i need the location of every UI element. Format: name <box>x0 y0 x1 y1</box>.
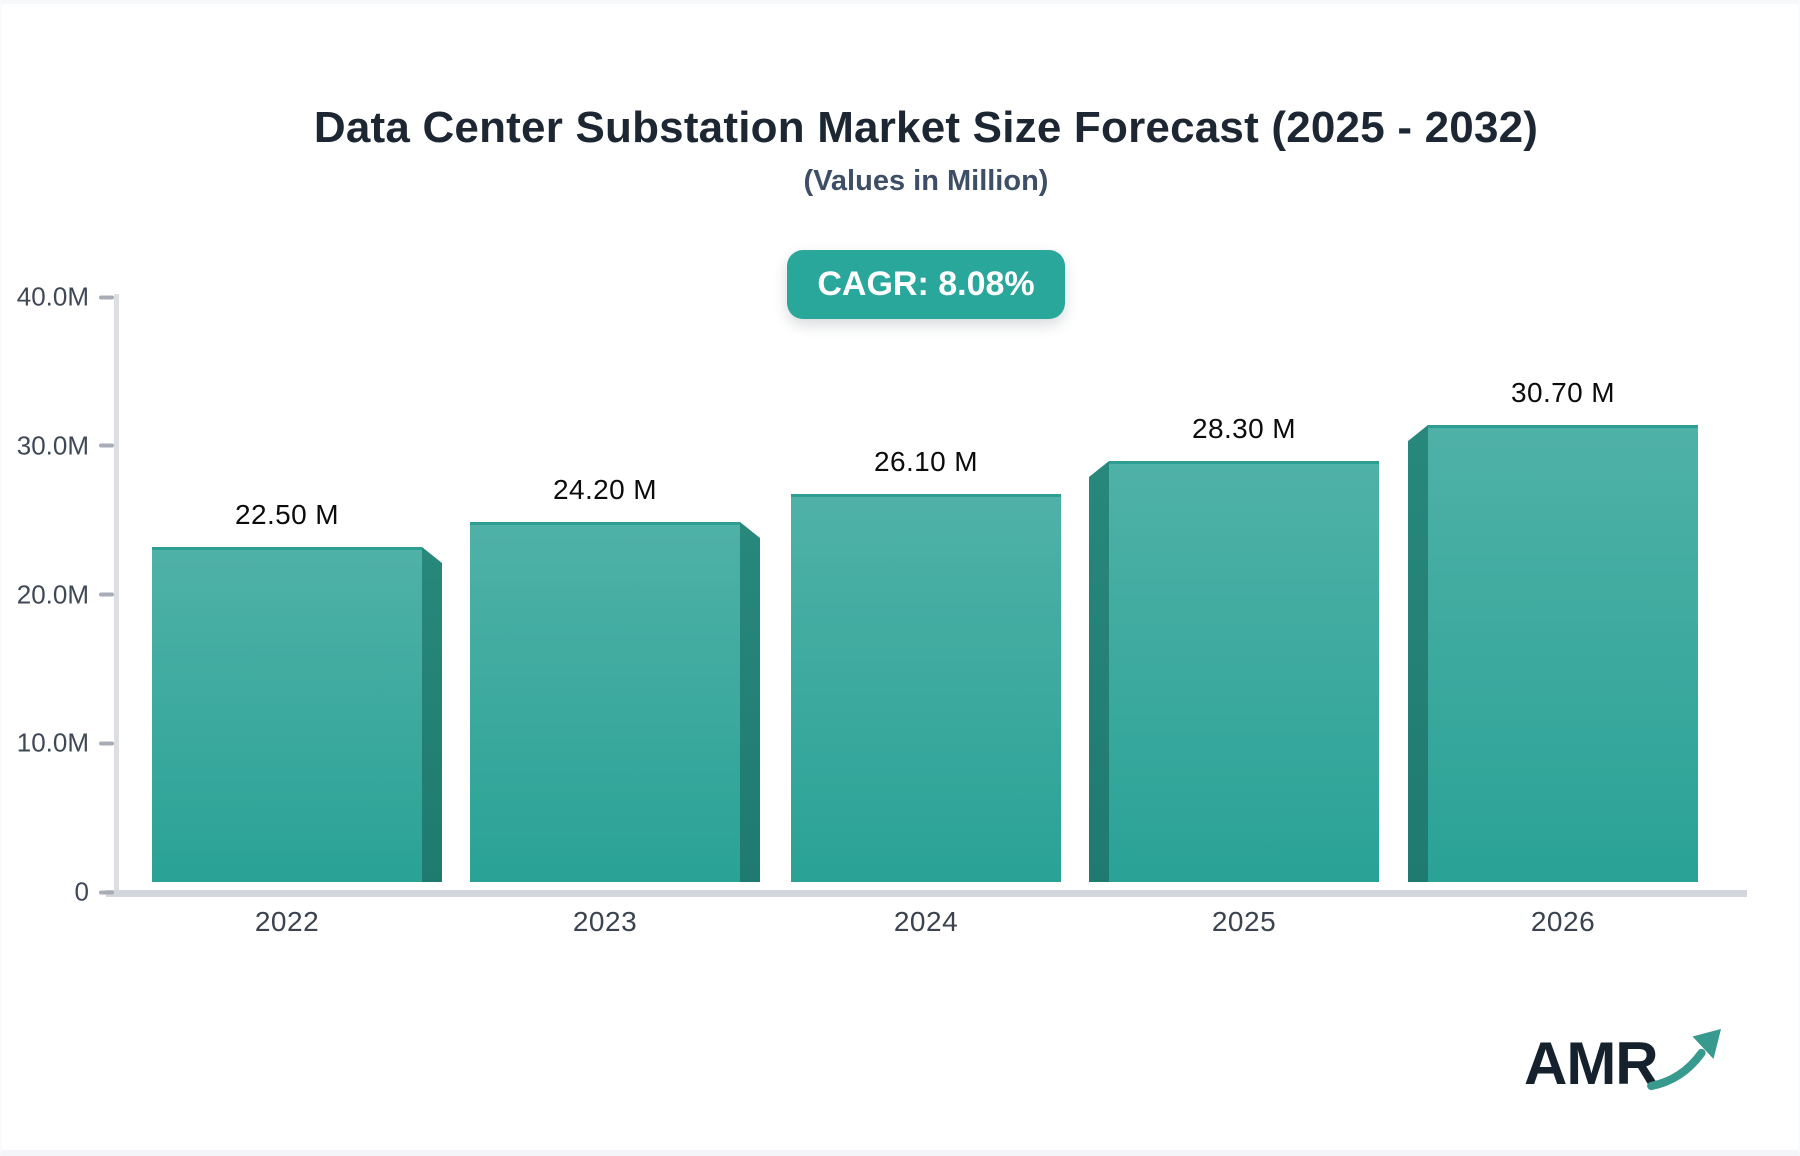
y-tick-dash-icon <box>99 741 114 746</box>
y-tick-label: 40.0M <box>16 281 89 312</box>
bar-face <box>152 547 422 882</box>
y-tick: 10.0M <box>2 728 114 759</box>
bar-face <box>1428 425 1698 882</box>
chart-header: Data Center Substation Market Size Forec… <box>2 4 1798 319</box>
cagr-badge: CAGR: 8.08% <box>787 250 1065 319</box>
bar-value-label: 24.20 M <box>553 474 657 505</box>
bar-value-label: 30.70 M <box>1511 377 1615 408</box>
bar-side-face <box>422 547 442 882</box>
bar-value-label: 26.10 M <box>874 446 978 477</box>
plot-area: 40.0M 30.0M 20.0M 10.0M 0 22.50 M 2022 2… <box>2 4 1798 1150</box>
amr-logo: AMR <box>1524 1026 1724 1094</box>
y-tick-dash-icon <box>99 592 114 597</box>
x-axis-label: 2025 <box>1211 906 1277 937</box>
y-tick-dash-icon <box>99 295 114 299</box>
bar-side-face <box>1408 425 1428 882</box>
bar-face <box>791 494 1061 882</box>
x-axis-label: 2026 <box>1530 906 1596 937</box>
y-tick: 30.0M <box>2 430 114 461</box>
growth-arrow-icon <box>1646 1029 1721 1091</box>
bar-face <box>1109 461 1379 882</box>
bar-side-face <box>1089 461 1109 882</box>
x-axis-label: 2022 <box>254 906 320 937</box>
x-axis-baseline <box>106 890 1747 897</box>
bar-side-face <box>740 522 760 882</box>
y-axis-line <box>114 294 119 892</box>
y-tick-label: 0 <box>74 876 89 907</box>
y-tick: 20.0M <box>2 579 114 610</box>
chart-subtitle: (Values in Million) <box>803 165 1049 197</box>
amr-logo-text: AMR <box>1524 1030 1659 1097</box>
bar-face <box>470 522 740 882</box>
bar-value-label: 28.30 M <box>1192 413 1296 444</box>
x-axis-label: 2024 <box>893 906 959 937</box>
x-axis-label: 2023 <box>572 906 638 937</box>
y-tick: 40.0M <box>2 282 114 313</box>
y-tick-label: 20.0M <box>16 579 89 609</box>
y-tick: 0 <box>2 877 114 908</box>
bar-value-label: 22.50 M <box>235 499 339 530</box>
chart-title: Data Center Substation Market Size Forec… <box>313 103 1539 152</box>
y-tick-label: 10.0M <box>16 727 89 758</box>
y-tick-dash-icon <box>99 890 114 894</box>
y-tick-label: 30.0M <box>16 430 89 461</box>
y-tick-dash-icon <box>99 443 114 448</box>
